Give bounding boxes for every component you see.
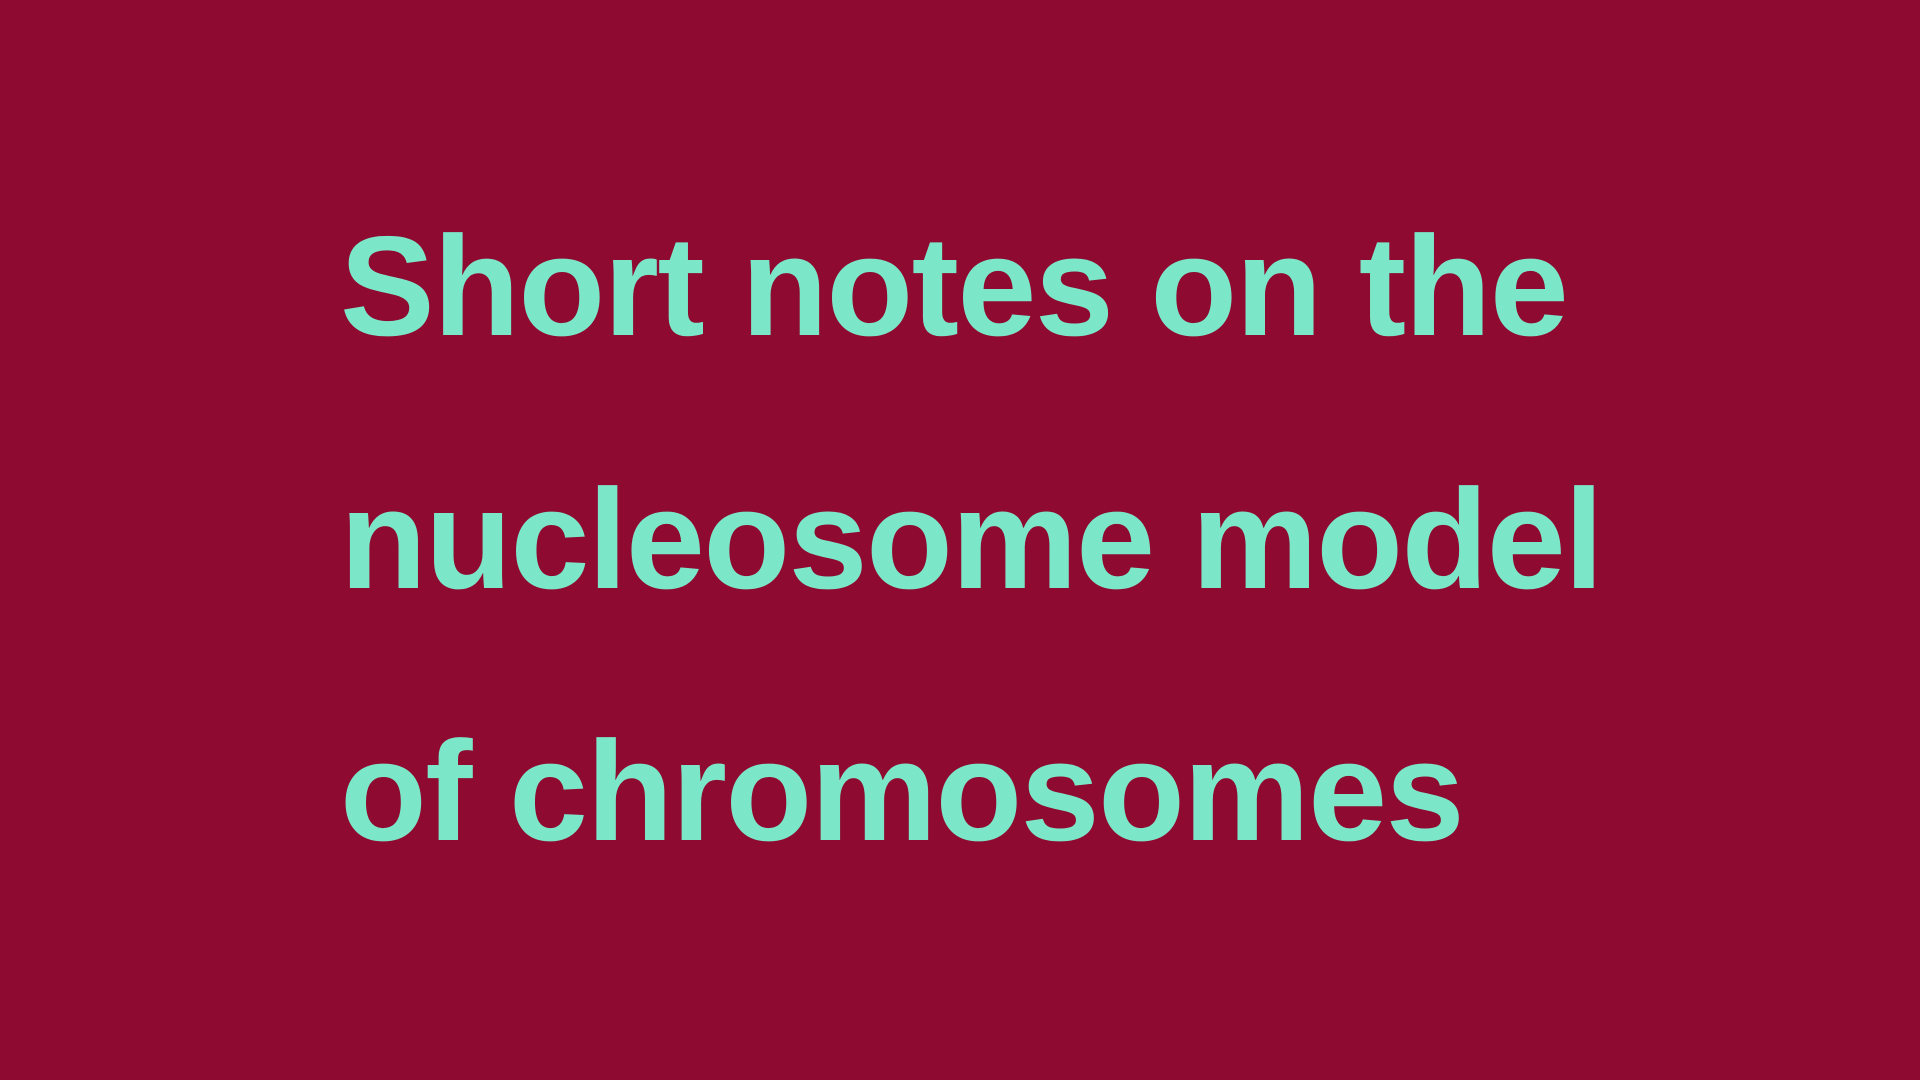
slide-heading: Short notes on the nucleosome model of c…: [340, 161, 1720, 919]
slide-container: Short notes on the nucleosome model of c…: [0, 0, 1920, 1080]
